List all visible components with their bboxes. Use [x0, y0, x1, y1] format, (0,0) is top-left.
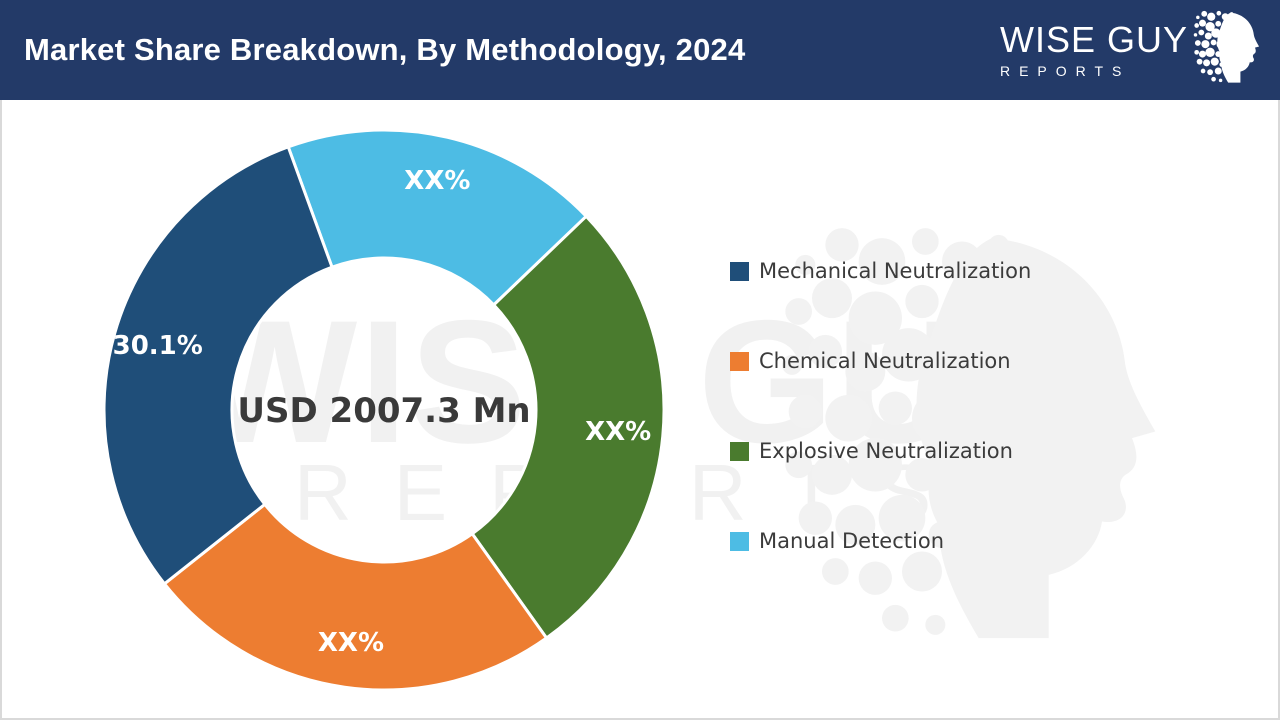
- slice-label-mechanical-neutralization: 30.1%: [113, 331, 203, 361]
- legend-swatch-explosive: [730, 441, 749, 461]
- legend-swatch-manual: [730, 531, 749, 551]
- chart-legend: Mechanical Neutralization Chemical Neutr…: [730, 259, 1031, 553]
- wiseguy-face-icon: [1193, 10, 1260, 83]
- donut-segment-manual-detection: [286, 128, 588, 307]
- donut-segment-chemical-neutralization: [162, 502, 549, 692]
- slice-label-chemical-neutralization: XX%: [318, 628, 384, 658]
- header: Market Share Breakdown, By Methodology, …: [0, 0, 1280, 100]
- donut-segment-mechanical-neutralization: [102, 145, 334, 586]
- brand-subname: REPORTS: [999, 62, 1131, 79]
- legend-label: Mechanical Neutralization: [759, 259, 1032, 283]
- donut-chart: XX% XX% XX% 30.1% USD 2007.3 Mn: [102, 128, 666, 692]
- legend-label: Manual Detection: [759, 529, 945, 553]
- brand-logo: WISE GUY REPORTS: [1000, 9, 1262, 91]
- legend-item-explosive-neutralization: Explosive Neutralization: [730, 439, 1031, 463]
- legend-swatch-chemical: [730, 351, 749, 371]
- legend-item-manual-detection: Manual Detection: [730, 529, 1031, 553]
- legend-item-chemical-neutralization: Chemical Neutralization: [730, 349, 1031, 373]
- brand-logo-text: WISE GUY REPORTS: [999, 18, 1188, 79]
- donut-center-value: USD 2007.3 Mn: [237, 391, 530, 431]
- brand-name: WISE GUY: [999, 18, 1188, 60]
- slice-label-explosive-neutralization: XX%: [585, 417, 651, 447]
- legend-label: Explosive Neutralization: [759, 439, 1013, 463]
- page-title: Market Share Breakdown, By Methodology, …: [24, 32, 746, 67]
- legend-swatch-mechanical: [730, 261, 749, 281]
- legend-label: Chemical Neutralization: [759, 349, 1011, 373]
- donut-segment-explosive-neutralization: [470, 214, 666, 640]
- chart-area: WISE GUY REPORTS XX%XX%XX%30.1%USD 2007.…: [0, 100, 1280, 720]
- legend-item-mechanical-neutralization: Mechanical Neutralization: [730, 259, 1031, 283]
- slice-label-manual-detection: XX%: [404, 166, 470, 196]
